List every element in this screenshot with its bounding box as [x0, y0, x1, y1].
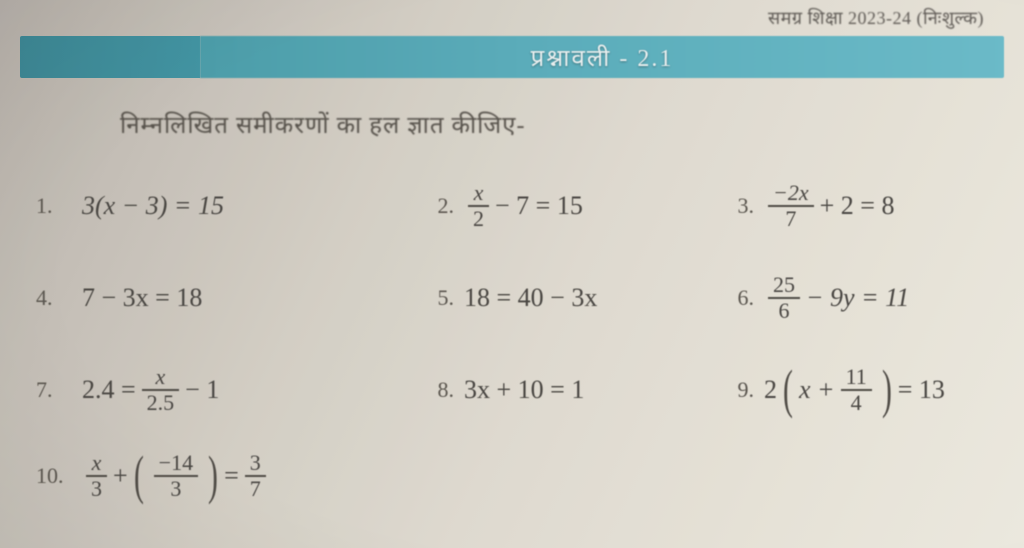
- paren-close: ): [882, 368, 892, 411]
- worksheet-page: समग्र शिक्षा 2023-24 (निःशुल्क) प्रश्नाव…: [0, 0, 1024, 548]
- problem-number: 2.: [430, 193, 464, 219]
- problem-number: 1.: [30, 193, 82, 219]
- paren-close: ): [208, 454, 218, 497]
- problem-row: 7. 2.4 = x 2.5 − 1 8. 3x + 10 = 1 9.: [30, 344, 1004, 436]
- fraction: 25 6: [768, 273, 800, 323]
- problem-expression: 3(x − 3) = 15: [82, 191, 224, 221]
- problem-6: 6. 25 6 − 9y = 11: [730, 273, 1004, 323]
- problem-1: 1. 3(x − 3) = 15: [30, 191, 430, 221]
- title-banner: प्रश्नावली - 2.1: [20, 36, 1004, 78]
- problem-number: 9.: [730, 377, 764, 403]
- problem-expression: x 3 + ( −14 3 ) = 3: [82, 451, 270, 501]
- problems-grid: 1. 3(x − 3) = 15 2. x 2 − 7 = 15 3.: [30, 160, 1004, 516]
- problem-expression: 2.4 = x 2.5 − 1: [82, 365, 219, 415]
- problem-expression: 25 6 − 9y = 11: [764, 273, 909, 323]
- problem-number: 3.: [730, 193, 764, 219]
- problem-8: 8. 3x + 10 = 1: [430, 375, 730, 405]
- problem-row: 1. 3(x − 3) = 15 2. x 2 − 7 = 15 3.: [30, 160, 1004, 252]
- instruction-text: निम्नलिखित समीकरणों का हल ज्ञात कीजिए-: [120, 108, 525, 141]
- problem-9: 9. 2 ( x + 11 4 ) = 13: [730, 365, 1004, 415]
- problem-expression: 7 − 3x = 18: [82, 283, 202, 313]
- problem-expression: 18 = 40 − 3x: [464, 283, 597, 313]
- paren-open: (: [783, 368, 793, 411]
- banner-accent: [20, 36, 200, 78]
- fraction: x 2: [468, 181, 489, 231]
- problem-number: 10.: [30, 463, 82, 489]
- problem-5: 5. 18 = 40 − 3x: [430, 283, 730, 313]
- problem-number: 6.: [730, 285, 764, 311]
- problem-number: 7.: [30, 377, 82, 403]
- problem-3: 3. −2x 7 + 2 = 8: [730, 181, 1004, 231]
- fraction: 11 4: [841, 365, 872, 415]
- page-header-meta: समग्र शिक्षा 2023-24 (निःशुल्क): [768, 6, 984, 30]
- problem-number: 5.: [430, 285, 464, 311]
- fraction: −2x 7: [768, 181, 814, 231]
- problem-expression: x 2 − 7 = 15: [464, 181, 583, 231]
- banner-title: प्रश्नावली - 2.1: [200, 36, 1004, 78]
- problem-expression: 3x + 10 = 1: [464, 375, 584, 405]
- fraction: −14 3: [154, 451, 198, 501]
- problem-4: 4. 7 − 3x = 18: [30, 283, 430, 313]
- problem-row: 10. x 3 + ( −14 3 ) =: [30, 436, 1004, 516]
- problem-2: 2. x 2 − 7 = 15: [430, 181, 730, 231]
- fraction: x 2.5: [142, 365, 180, 415]
- problem-expression: 2 ( x + 11 4 ) = 13: [764, 365, 945, 415]
- fraction: 3 7: [245, 451, 266, 501]
- paren-open: (: [134, 454, 144, 497]
- problem-expression: −2x 7 + 2 = 8: [764, 181, 894, 231]
- fraction: x 3: [86, 451, 107, 501]
- problem-10: 10. x 3 + ( −14 3 ) =: [30, 451, 430, 501]
- problem-row: 4. 7 − 3x = 18 5. 18 = 40 − 3x 6. 25 6 −…: [30, 252, 1004, 344]
- problem-number: 4.: [30, 285, 82, 311]
- problem-number: 8.: [430, 377, 464, 403]
- problem-7: 7. 2.4 = x 2.5 − 1: [30, 365, 430, 415]
